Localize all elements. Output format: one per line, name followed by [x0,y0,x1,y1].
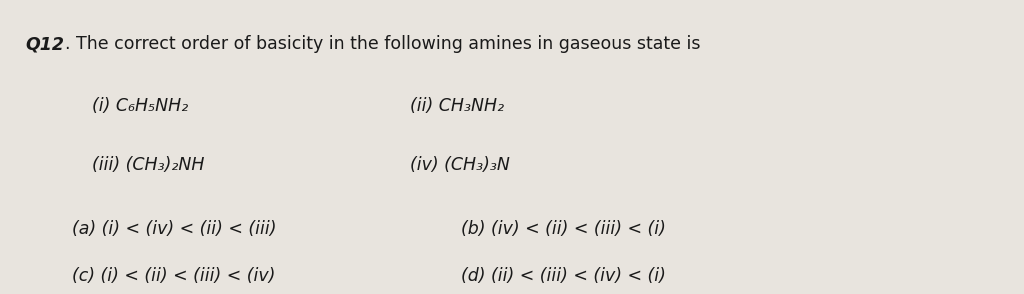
Text: (a) (i) < (iv) < (ii) < (iii): (a) (i) < (iv) < (ii) < (iii) [72,220,276,238]
Text: (ii) CH₃NH₂: (ii) CH₃NH₂ [410,97,504,115]
Text: (b) (iv) < (ii) < (iii) < (i): (b) (iv) < (ii) < (iii) < (i) [461,220,666,238]
Text: (d) (ii) < (iii) < (iv) < (i): (d) (ii) < (iii) < (iv) < (i) [461,267,666,285]
Text: (c) (i) < (ii) < (iii) < (iv): (c) (i) < (ii) < (iii) < (iv) [72,267,275,285]
Text: (iv) (CH₃)₃N: (iv) (CH₃)₃N [410,156,510,174]
Text: Q12: Q12 [26,35,65,53]
Text: (i) C₆H₅NH₂: (i) C₆H₅NH₂ [92,97,188,115]
Text: . The correct order of basicity in the following amines in gaseous state is: . The correct order of basicity in the f… [65,35,700,53]
Text: (iii) (CH₃)₂NH: (iii) (CH₃)₂NH [92,156,205,174]
